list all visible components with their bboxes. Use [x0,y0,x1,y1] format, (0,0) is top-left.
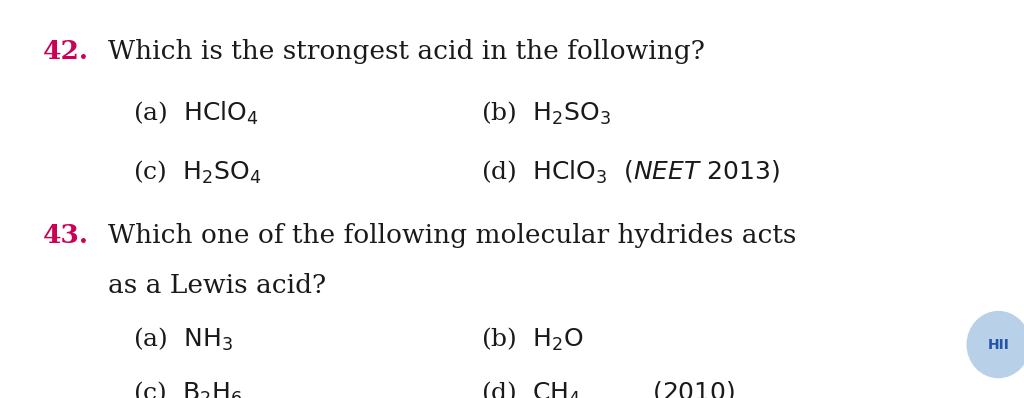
Text: (c)  $\mathrm{B_2H_6}$: (c) $\mathrm{B_2H_6}$ [133,380,243,398]
Text: HII: HII [987,338,1010,351]
Text: (a)  $\mathrm{NH_3}$: (a) $\mathrm{NH_3}$ [133,326,232,353]
Text: (d)  $\mathrm{CH_4}$         $(2010)$: (d) $\mathrm{CH_4}$ $(2010)$ [481,380,735,398]
Text: (b)  $\mathrm{H_2O}$: (b) $\mathrm{H_2O}$ [481,326,584,353]
Text: (a)  $\mathrm{HClO_4}$: (a) $\mathrm{HClO_4}$ [133,100,259,127]
Text: 42.: 42. [43,39,89,64]
Text: (d)  $\mathrm{HClO_3}$  $(NEET\ 2013)$: (d) $\mathrm{HClO_3}$ $(NEET\ 2013)$ [481,158,780,185]
Text: 43.: 43. [43,223,89,248]
Text: (b)  $\mathrm{H_2SO_3}$: (b) $\mathrm{H_2SO_3}$ [481,100,611,127]
Text: Which is the strongest acid in the following?: Which is the strongest acid in the follo… [108,39,705,64]
Text: as a Lewis acid?: as a Lewis acid? [108,273,326,298]
Ellipse shape [968,312,1024,378]
Text: (c)  $\mathrm{H_2SO_4}$: (c) $\mathrm{H_2SO_4}$ [133,158,261,185]
Text: Which one of the following molecular hydrides acts: Which one of the following molecular hyd… [108,223,796,248]
